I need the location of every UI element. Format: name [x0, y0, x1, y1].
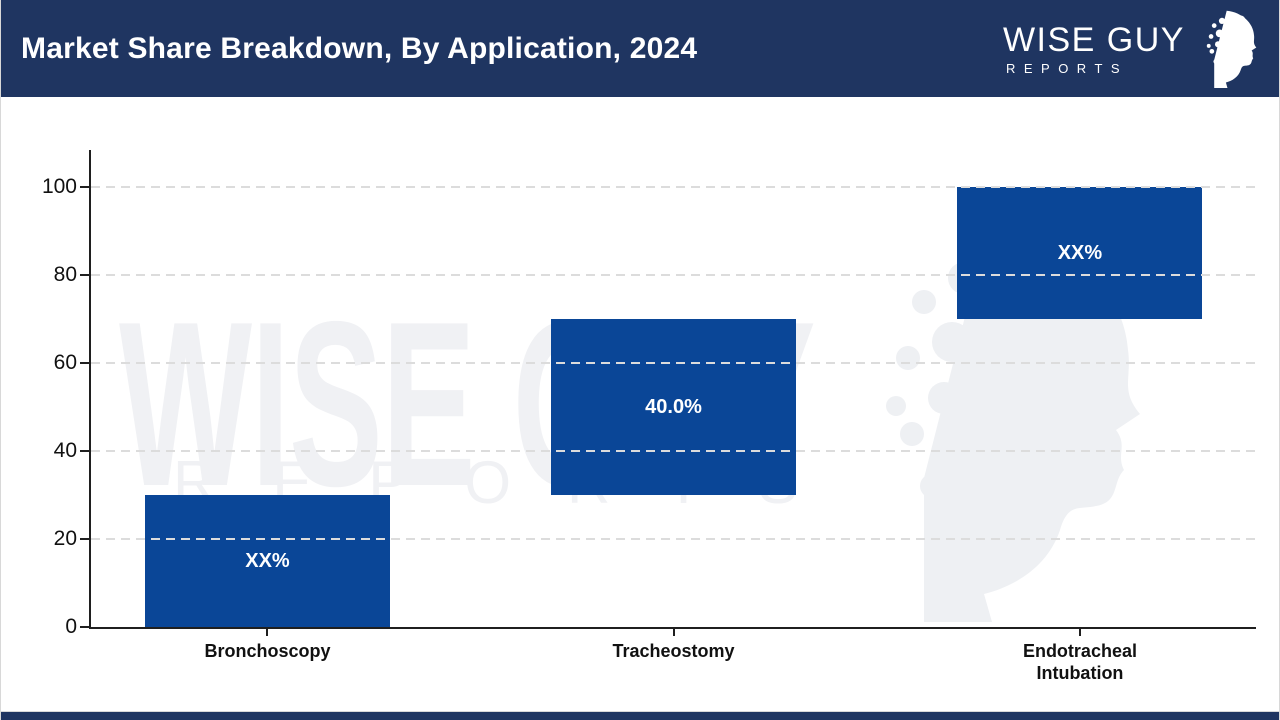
gridline-40 [91, 450, 1256, 452]
logo-wiseguy-text: WISE GUY [1002, 21, 1185, 59]
bar-value-label: XX% [1057, 241, 1103, 264]
bar-tracheostomy: 40.0% [551, 319, 796, 495]
bar-value-label: 40.0% [645, 395, 702, 418]
y-axis-tick-20 [80, 538, 89, 540]
bar-value-label: XX% [245, 549, 290, 572]
page-title: Market Share Breakdown, By Application, … [21, 31, 698, 65]
x-axis-tick-0 [266, 627, 269, 636]
gridline-20 [91, 538, 1256, 540]
y-axis-label-100: 100 [41, 175, 77, 198]
y-axis-tick-80 [80, 274, 89, 276]
header-band: Market Share Breakdown, By Application, … [1, 0, 1279, 97]
logo-head-icon [1183, 7, 1261, 91]
y-axis-tick-100 [80, 186, 89, 188]
x-axis-label-0: Bronchoscopy [204, 641, 331, 661]
gridline-100 [91, 186, 1256, 188]
y-axis-tick-40 [80, 450, 89, 452]
y-axis-tick-60 [80, 362, 89, 364]
y-axis-label-20: 20 [53, 527, 77, 550]
x-axis-label-2: Endotracheal Intubation [1022, 641, 1137, 683]
y-axis-tick-0 [80, 626, 89, 628]
bar-bronchoscopy: XX% [144, 495, 390, 627]
footer-band [1, 712, 1279, 720]
y-axis-label-80: 80 [53, 263, 77, 286]
x-axis-tick-1 [672, 627, 675, 636]
gridline-60 [91, 362, 1256, 364]
y-axis-label-0: 0 [65, 615, 77, 638]
wise-guy-reports-logo: WISE GUY REPORTS [1003, 8, 1261, 90]
bar-endotracheal-intubation: XX% [957, 187, 1203, 319]
y-axis-label-60: 60 [53, 351, 77, 374]
x-axis-label-1: Tracheostomy [612, 641, 735, 661]
logo-reports-text: REPORTS [1005, 61, 1129, 76]
gridline-80 [91, 274, 1256, 276]
bottom-border-line [1, 711, 1279, 712]
x-axis-tick-2 [1078, 627, 1081, 636]
plot-area: 0 20 40 60 80 100 XX% Bronchoscopy 40.0% Tracheos… [42, 150, 1256, 683]
y-axis-label-40: 40 [53, 439, 77, 462]
